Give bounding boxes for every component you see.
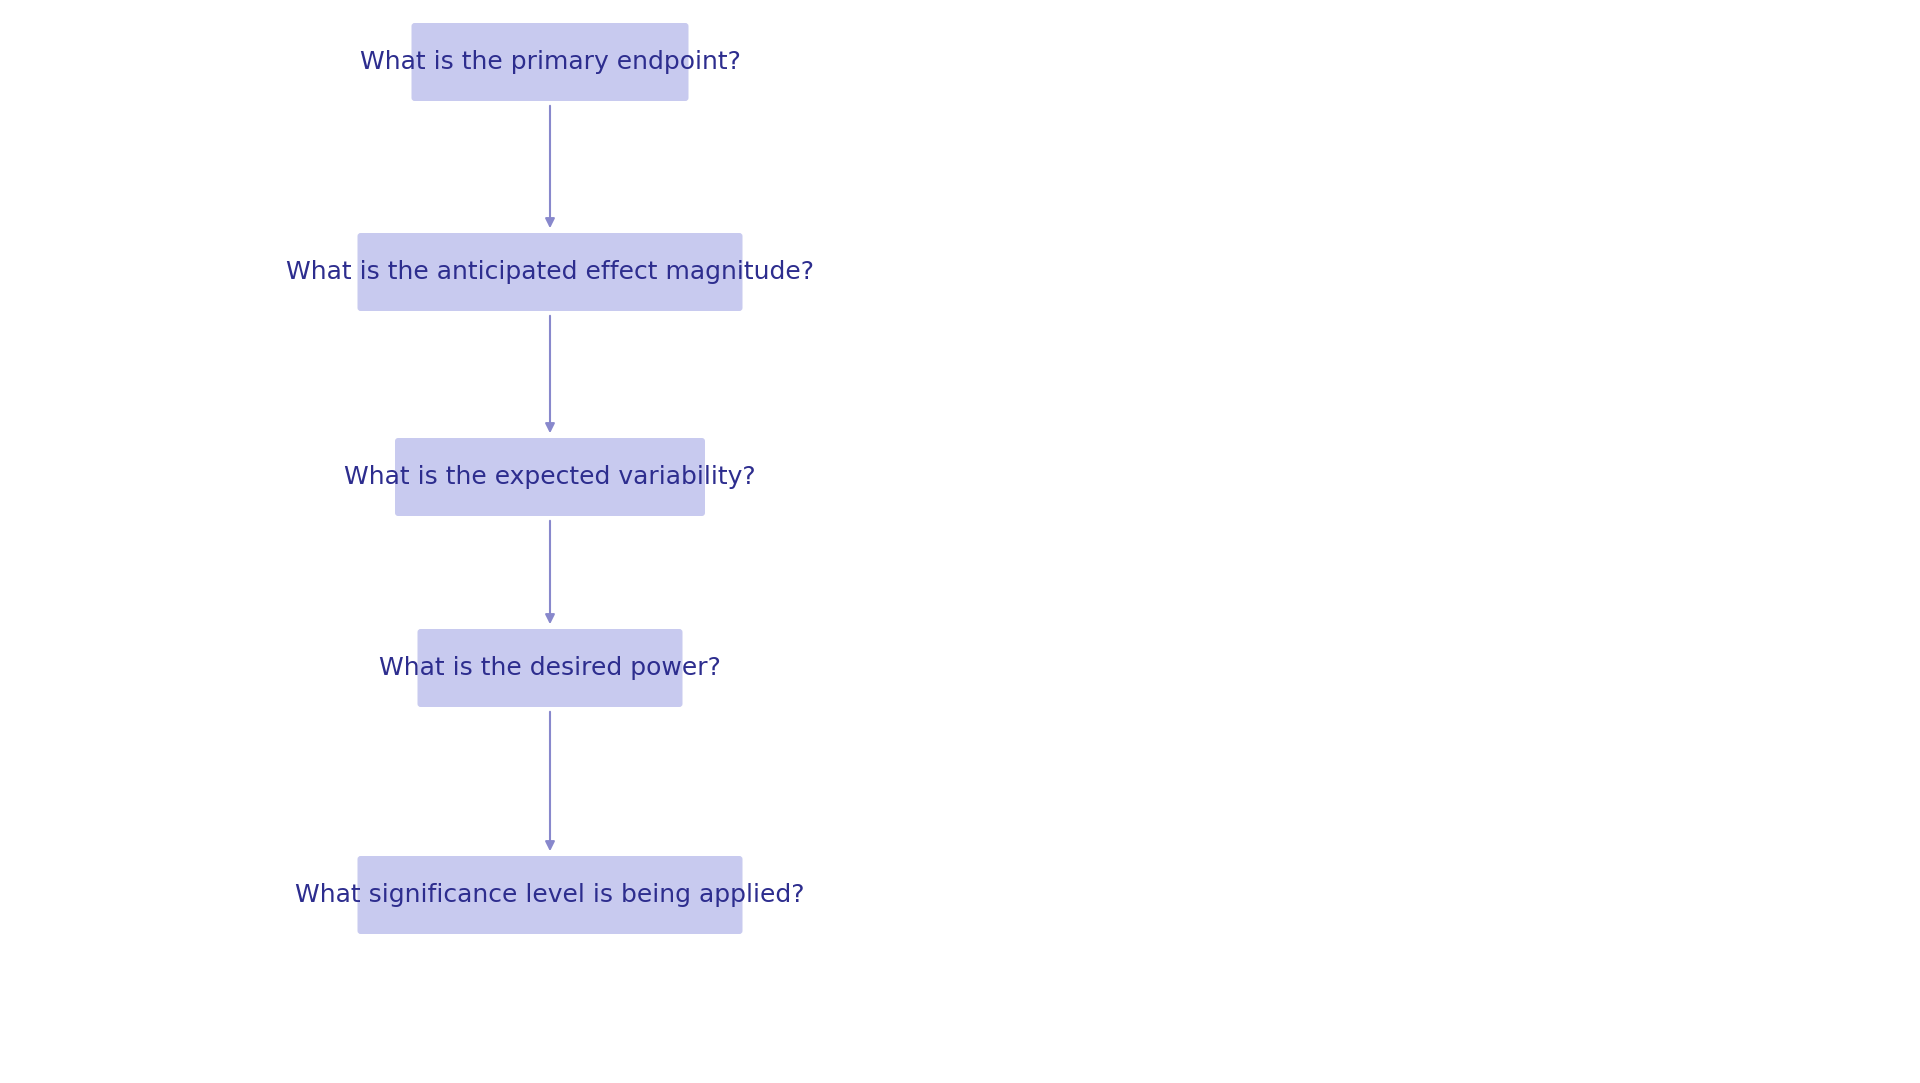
Text: What is the expected variability?: What is the expected variability? — [344, 465, 756, 490]
FancyBboxPatch shape — [411, 23, 689, 101]
FancyBboxPatch shape — [396, 438, 705, 516]
FancyBboxPatch shape — [357, 233, 743, 311]
FancyBboxPatch shape — [357, 856, 743, 934]
FancyBboxPatch shape — [417, 629, 682, 707]
Text: What significance level is being applied?: What significance level is being applied… — [296, 883, 804, 906]
Text: What is the primary endpoint?: What is the primary endpoint? — [359, 50, 741, 74]
Text: What is the desired power?: What is the desired power? — [378, 656, 720, 680]
Text: What is the anticipated effect magnitude?: What is the anticipated effect magnitude… — [286, 260, 814, 284]
